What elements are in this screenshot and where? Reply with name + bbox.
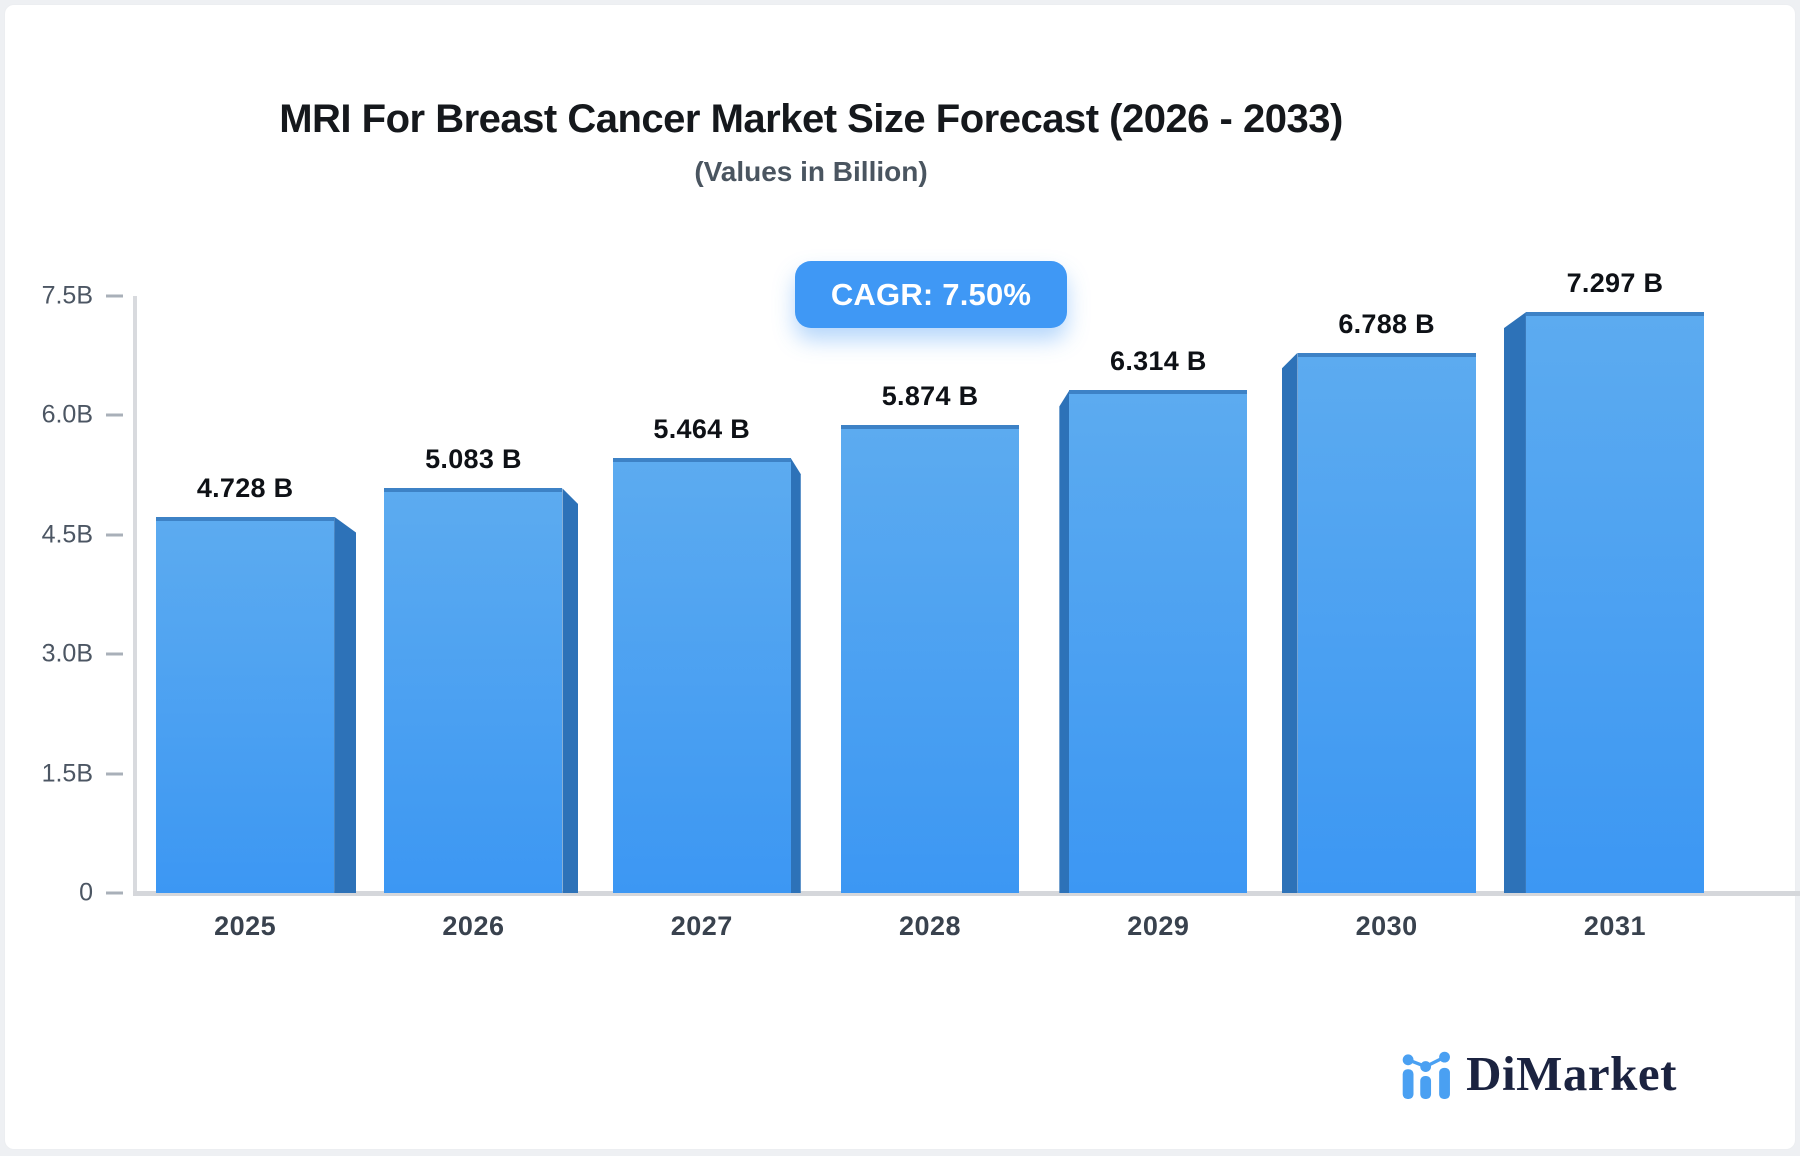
y-axis-tick-mark xyxy=(106,413,123,417)
y-axis-tick-mark xyxy=(106,652,123,656)
bar-value-label: 4.728 B xyxy=(196,472,294,503)
bar-chart-icon xyxy=(1402,1051,1451,1099)
x-axis-line xyxy=(133,891,1800,896)
bar-3d-side xyxy=(562,488,579,893)
y-axis-tick-mark xyxy=(106,891,123,895)
bar xyxy=(1297,352,1476,893)
bar-value-label: 5.874 B xyxy=(881,381,979,412)
x-axis-label: 2030 xyxy=(1355,911,1418,941)
cagr-badge: CAGR: 7.50% xyxy=(795,261,1067,328)
y-axis-tick-label: 6.0B xyxy=(41,400,93,429)
logo-text: DiMarket xyxy=(1466,1046,1677,1101)
y-axis-tick-label: 7.5B xyxy=(41,281,93,310)
chart-header: MRI For Breast Cancer Market Size Foreca… xyxy=(5,5,1617,188)
logo: DiMarket xyxy=(1400,1045,1677,1102)
chart-card: MRI For Breast Cancer Market Size Foreca… xyxy=(4,4,1800,1150)
bar xyxy=(1525,312,1704,893)
y-axis-tick-label: 3.0B xyxy=(41,639,93,668)
bar-3d-side xyxy=(790,458,801,893)
bar-3d-side xyxy=(334,516,357,893)
bar-value-label: 6.314 B xyxy=(1110,346,1207,377)
bar-3d-side xyxy=(1059,390,1070,893)
x-axis-label: 2028 xyxy=(899,911,962,941)
bar xyxy=(156,516,335,893)
y-axis-line xyxy=(133,296,137,896)
chart-subtitle: (Values in Billion) xyxy=(694,156,928,187)
bar xyxy=(612,458,791,893)
y-axis-tick-mark xyxy=(106,294,123,298)
bar-3d-side xyxy=(1503,312,1526,893)
cagr-badge-label: CAGR: 7.50% xyxy=(830,276,1032,312)
y-axis-tick-label: 4.5B xyxy=(41,520,93,549)
bar xyxy=(384,488,563,893)
bar-value-label: 7.297 B xyxy=(1566,268,1664,299)
y-axis-tick-mark xyxy=(106,772,123,776)
x-axis-label: 2031 xyxy=(1583,911,1646,941)
bar xyxy=(1069,390,1248,893)
x-axis-label: 2029 xyxy=(1127,911,1190,941)
y-axis-tick-label: 1.5B xyxy=(41,759,93,788)
bar-value-label: 5.464 B xyxy=(653,414,751,445)
x-axis-label: 2027 xyxy=(670,911,733,941)
bar-3d-side xyxy=(1281,352,1298,893)
bar-value-label: 5.083 B xyxy=(425,444,522,475)
bar-value-label: 6.788 B xyxy=(1338,308,1435,339)
chart-title: MRI For Breast Cancer Market Size Foreca… xyxy=(279,97,1343,141)
y-axis-tick-mark xyxy=(106,533,123,537)
bar xyxy=(841,425,1020,893)
y-axis-tick-label: 0 xyxy=(79,878,93,907)
x-axis-label: 2026 xyxy=(442,911,505,941)
x-axis-label: 2025 xyxy=(214,911,277,941)
